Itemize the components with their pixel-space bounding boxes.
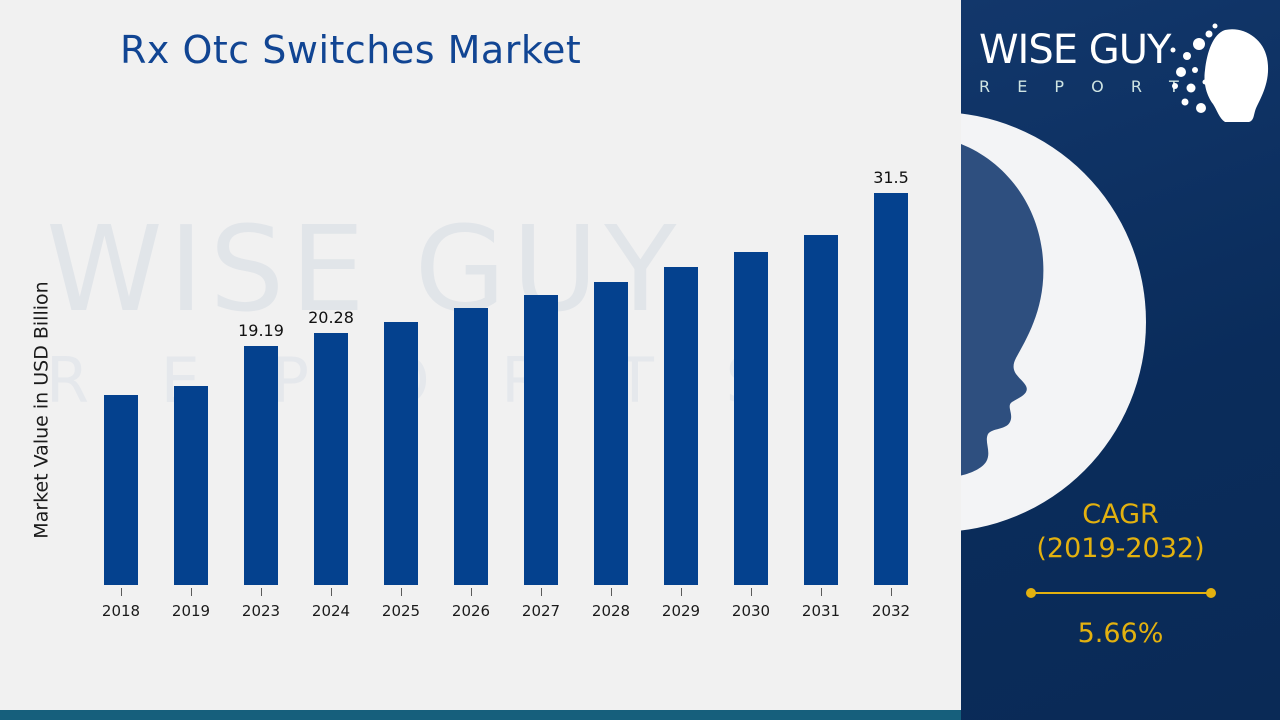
bar	[384, 322, 418, 585]
x-axis-tick	[681, 588, 682, 596]
x-axis-tick	[471, 588, 472, 596]
bar-group: 2027	[506, 150, 576, 620]
x-axis-tick-label: 2018	[101, 602, 141, 620]
brand-logo: WISE GUY R E P O R T S	[979, 23, 1269, 125]
x-axis-tick-label: 2030	[731, 602, 771, 620]
bar	[804, 235, 838, 585]
y-axis-label: Market Value in USD Billion	[30, 240, 54, 580]
x-axis-tick	[121, 588, 122, 596]
bar-group: 31.5 2032	[856, 150, 926, 620]
bar-value-label: 19.19	[238, 321, 284, 340]
x-axis-tick	[191, 588, 192, 596]
bar	[244, 346, 278, 585]
x-axis-tick-label: 2029	[661, 602, 701, 620]
x-axis-tick-label: 2025	[381, 602, 421, 620]
x-axis-tick-label: 2032	[871, 602, 911, 620]
x-axis-tick	[261, 588, 262, 596]
bar-group: 2018	[86, 150, 156, 620]
x-axis-tick	[401, 588, 402, 596]
x-axis-tick	[751, 588, 752, 596]
x-axis-tick	[541, 588, 542, 596]
x-axis-tick	[821, 588, 822, 596]
page-title: Rx Otc Switches Market	[120, 28, 582, 72]
bar-group: 19.19 2023	[226, 150, 296, 620]
x-axis-tick-label: 2019	[171, 602, 211, 620]
bar	[874, 193, 908, 585]
x-axis-tick	[331, 588, 332, 596]
bar-group: 2031	[786, 150, 856, 620]
bar	[664, 267, 698, 585]
x-axis-tick-label: 2027	[521, 602, 561, 620]
cagr-range: (2019-2032)	[1036, 532, 1205, 564]
head-profile-icon	[1170, 23, 1269, 122]
bar-group: 2026	[436, 150, 506, 620]
cagr-value: 5.66%	[1077, 617, 1164, 649]
x-axis-tick-label: 2028	[591, 602, 631, 620]
cagr-divider-line	[1030, 591, 1211, 594]
bar	[104, 395, 138, 585]
bar-group: 2019	[156, 150, 226, 620]
x-axis-tick-label: 2031	[801, 602, 841, 620]
x-axis-tick	[611, 588, 612, 596]
cagr-divider-dot-right	[1205, 587, 1216, 598]
bar	[734, 252, 768, 585]
bar-group: 2028	[576, 150, 646, 620]
bar-group: 2030	[716, 150, 786, 620]
bar	[524, 295, 558, 585]
bar-value-label: 20.28	[308, 308, 354, 327]
bar-value-label: 31.5	[873, 168, 909, 187]
x-axis-tick-label: 2023	[241, 602, 281, 620]
brand-panel: WISE GUY R E P O R T S	[961, 0, 1280, 720]
x-axis-tick-label: 2026	[451, 602, 491, 620]
y-axis-label-text: Market Value in USD Billion	[31, 281, 54, 539]
brand-logo-wordmark: WISE GUY	[979, 27, 1171, 73]
bar	[314, 333, 348, 585]
bar	[454, 308, 488, 585]
bar	[594, 282, 628, 585]
footer-strip	[0, 710, 962, 720]
bar-series: 2018 2019 19.19 2023 20.28 2024 2025 2026 2027 20…	[64, 150, 926, 620]
plot-area: 2018 2019 19.19 2023 20.28 2024 2025 2026 2027 20…	[64, 150, 926, 620]
bar-group: 20.28 2024	[296, 150, 366, 620]
bar	[174, 386, 208, 585]
brand-logo-subtext: R E P O R T S	[979, 77, 1228, 96]
chart-panel: WISE GUY R E P O R T S Rx Otc Switches M…	[0, 28, 962, 720]
x-axis-tick	[891, 588, 892, 596]
cagr-title: CAGR	[1082, 499, 1159, 530]
cagr-block: CAGR (2019-2032) 5.66%	[961, 498, 1280, 649]
x-axis-tick-label: 2024	[311, 602, 351, 620]
bar-group: 2025	[366, 150, 436, 620]
bar-group: 2029	[646, 150, 716, 620]
cagr-divider	[1025, 587, 1216, 598]
